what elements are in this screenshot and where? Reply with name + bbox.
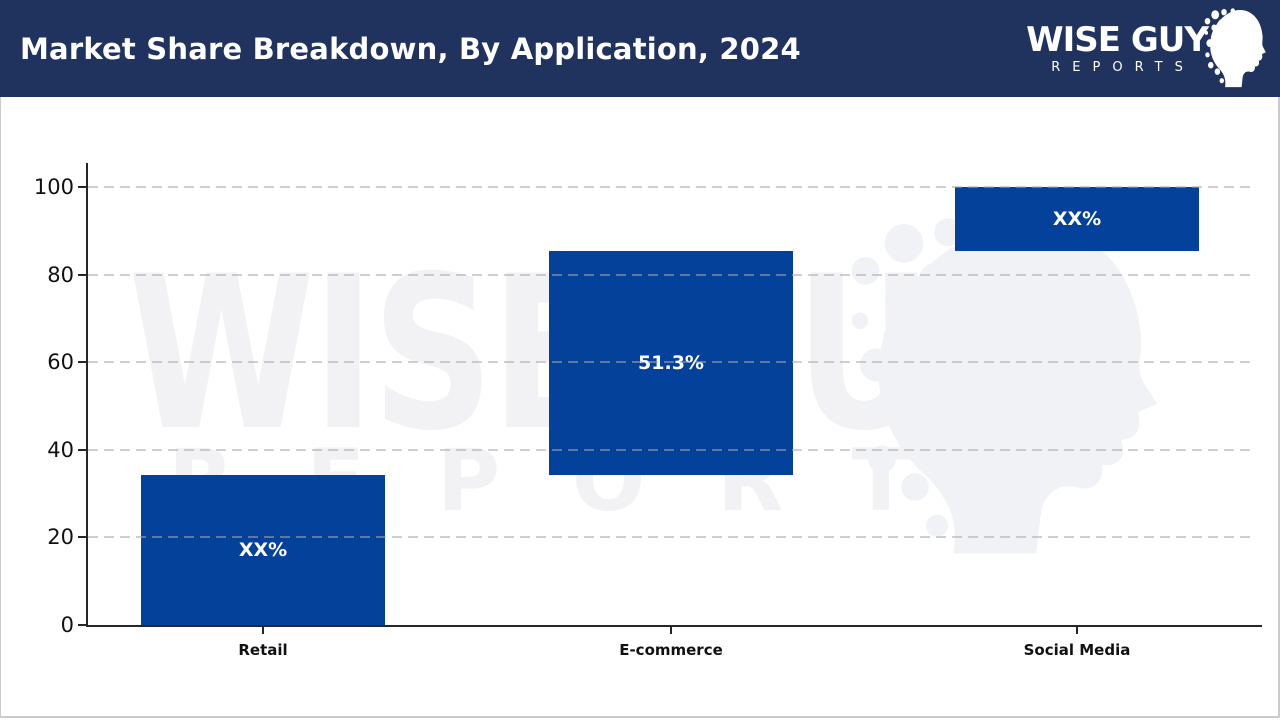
y-tick-mark-80 [78, 273, 86, 276]
x-tick-mark-0 [262, 627, 264, 634]
gridline-y-40 [88, 448, 1256, 451]
x-category-label-1: E-commerce [619, 641, 723, 659]
x-tick-mark-1 [670, 627, 672, 634]
header-band: Market Share Breakdown, By Application, … [0, 0, 1280, 97]
gridline-y-80 [88, 273, 1256, 276]
y-tick-label-80: 80 [47, 262, 74, 287]
bar-social-media: XX% [955, 187, 1199, 251]
canvas-left-border [0, 97, 1, 718]
bar-value-label: XX% [238, 539, 288, 562]
canvas-right-border [1278, 97, 1280, 718]
logo-wise-guy-text: WISE GUY [1026, 19, 1209, 60]
gridline-y-20 [88, 536, 1256, 539]
y-tick-label-100: 100 [33, 175, 74, 199]
wiseguy-logo: WISE GUY REPORTS [1026, 6, 1268, 92]
y-axis-line [86, 163, 88, 627]
logo-reports-text: REPORTS [1051, 60, 1195, 76]
y-tick-mark-20 [78, 536, 86, 539]
bar-value-label: XX% [1052, 207, 1102, 230]
y-tick-mark-100 [78, 186, 86, 188]
x-tick-mark-2 [1076, 627, 1078, 634]
wiseguy-logo-text: WISE GUY REPORTS [1026, 19, 1209, 76]
watermark-face-icon [851, 215, 1157, 554]
x-category-label-0: Retail [238, 641, 288, 659]
y-tick-label-40: 40 [47, 437, 74, 462]
canvas-bottom-border [0, 716, 1280, 718]
bar-retail: XX% [141, 475, 385, 625]
x-category-label-2: Social Media [1023, 641, 1131, 659]
page-title: Market Share Breakdown, By Application, … [20, 31, 801, 66]
y-tick-mark-40 [78, 448, 86, 451]
y-tick-mark-60 [78, 361, 86, 364]
wiseguy-face-icon [1204, 8, 1266, 88]
gridline-y-100 [88, 186, 1256, 188]
x-axis-line [86, 625, 1262, 627]
y-tick-label-60: 60 [47, 350, 74, 375]
y-tick-mark-0 [78, 624, 86, 626]
y-tick-label-0: 0 [60, 613, 74, 637]
y-tick-label-20: 20 [47, 525, 74, 550]
gridline-y-60 [88, 361, 1256, 364]
